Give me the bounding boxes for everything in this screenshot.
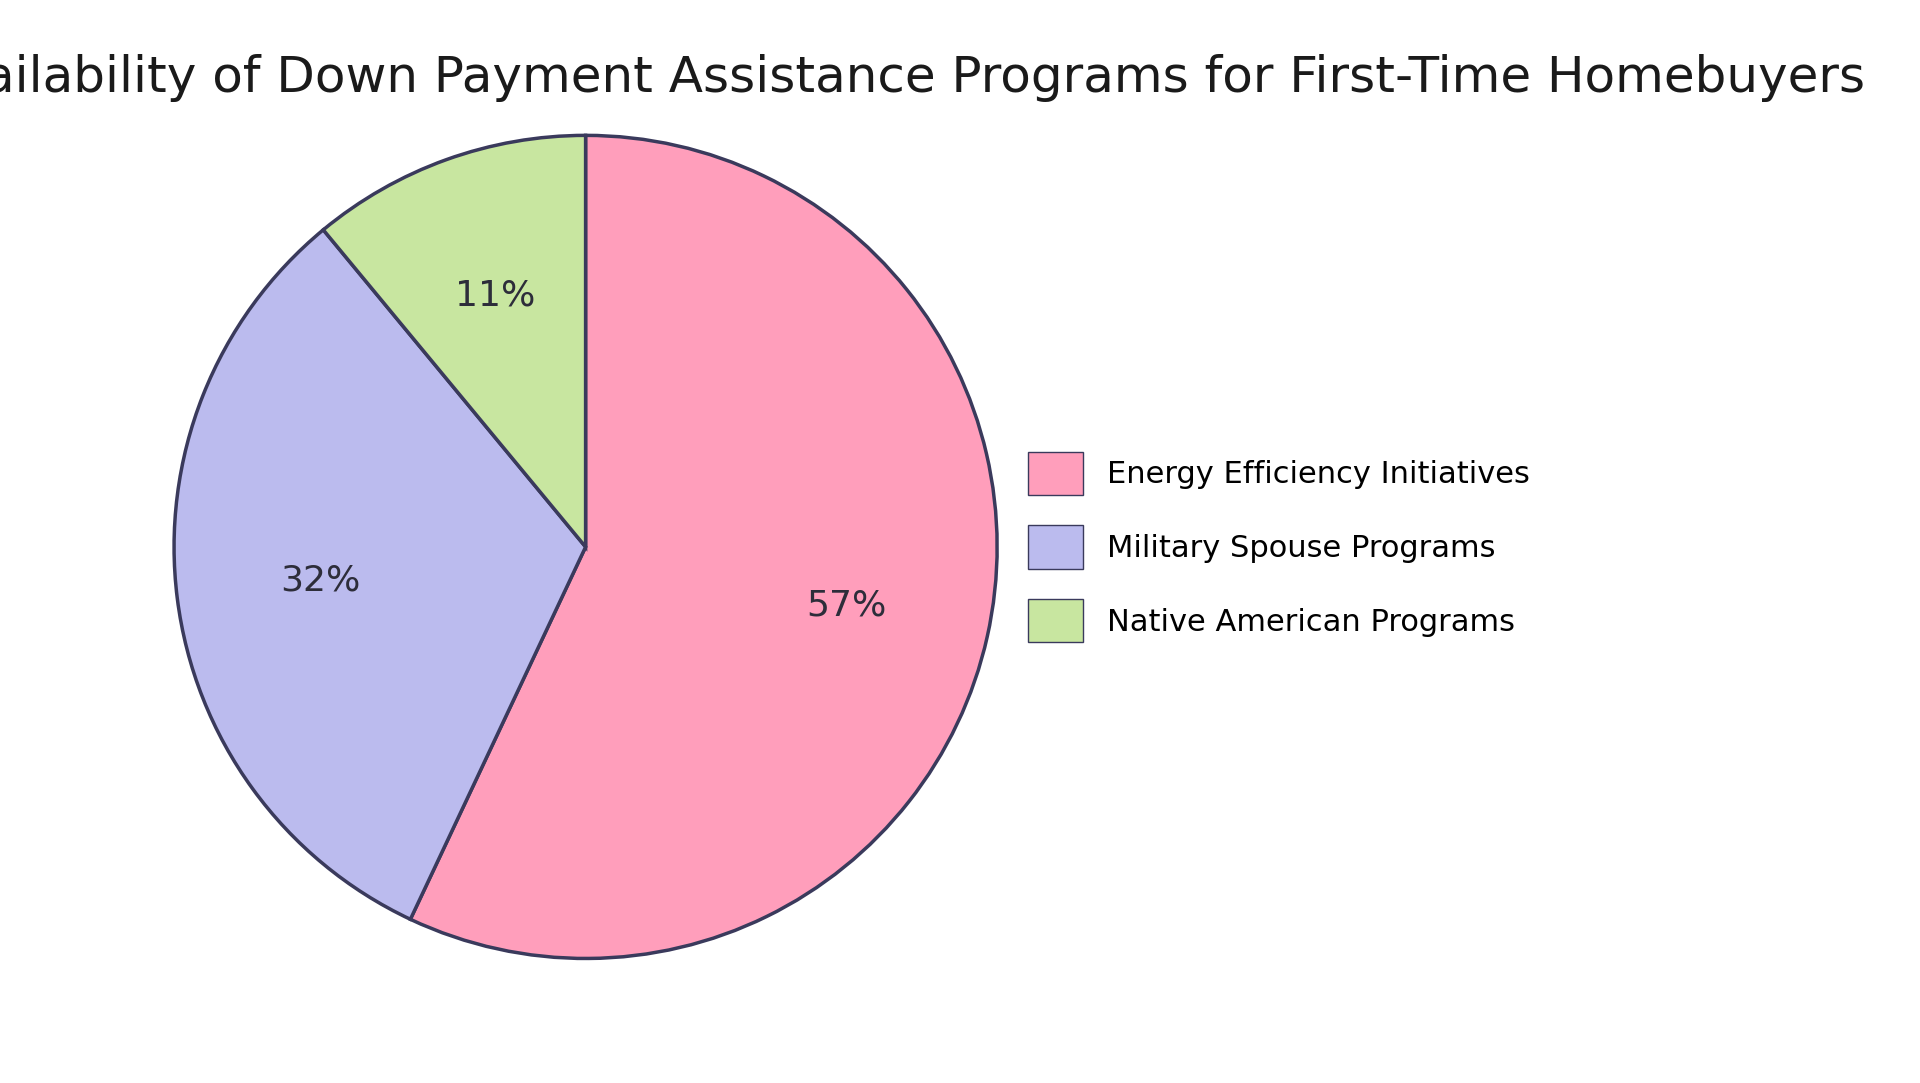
Text: Availability of Down Payment Assistance Programs for First-Time Homebuyers: Availability of Down Payment Assistance … <box>0 54 1866 102</box>
Text: 57%: 57% <box>806 588 887 623</box>
Wedge shape <box>323 135 586 547</box>
Text: 11%: 11% <box>455 278 536 312</box>
Wedge shape <box>175 230 586 919</box>
Wedge shape <box>411 135 996 958</box>
Text: 32%: 32% <box>280 563 361 598</box>
Legend: Energy Efficiency Initiatives, Military Spouse Programs, Native American Program: Energy Efficiency Initiatives, Military … <box>1012 436 1546 657</box>
